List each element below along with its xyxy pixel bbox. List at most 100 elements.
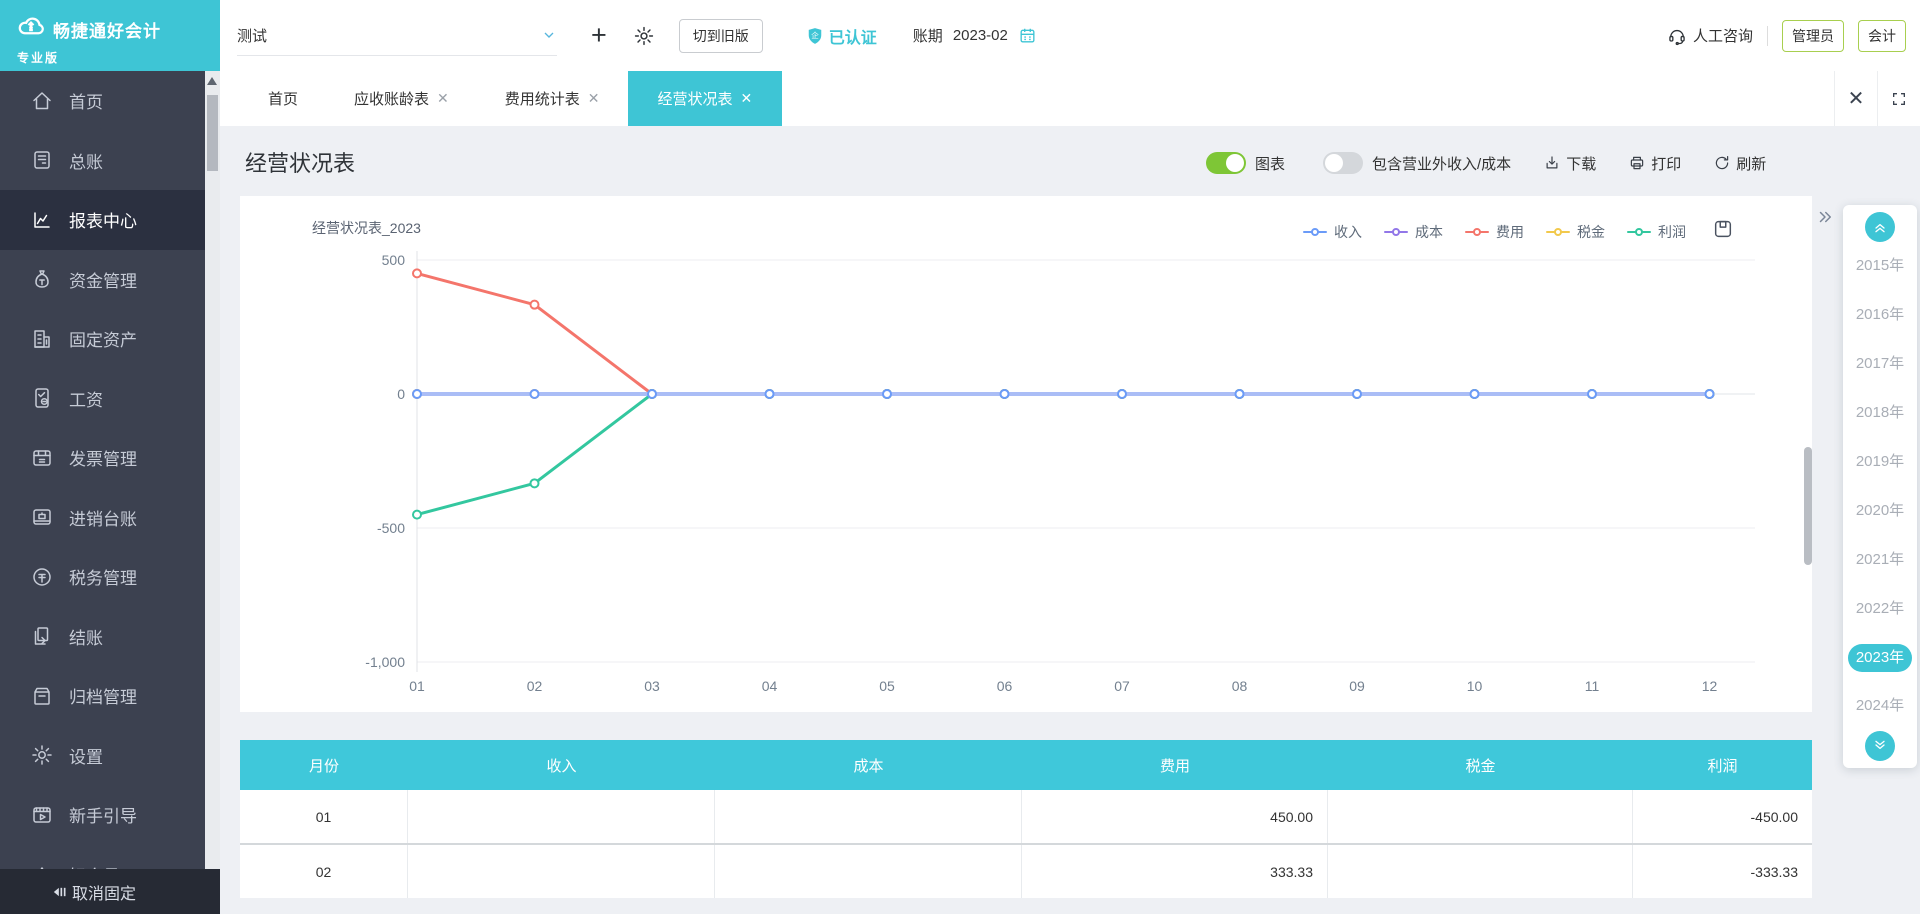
sidebar-item-home[interactable]: 首页 <box>0 71 205 131</box>
print-button[interactable]: 打印 <box>1628 153 1681 174</box>
sidebar-item-archive[interactable]: 归档管理 <box>0 666 205 726</box>
include-nonoperating-toggle[interactable] <box>1323 152 1364 174</box>
settings-gear-button[interactable] <box>633 25 655 47</box>
year-item-2017[interactable]: 2017年 <box>1855 355 1905 373</box>
svg-text:08: 08 <box>1232 678 1248 694</box>
tab-receivable-aging[interactable]: 应收账龄表 ✕ <box>326 71 477 126</box>
chart-title: 经营状况表_2023 <box>312 220 421 236</box>
legend-tax[interactable]: 税金 <box>1546 222 1605 242</box>
unpin-sidebar-button[interactable]: 取消固定 <box>0 869 220 914</box>
close-all-tabs-button[interactable]: ✕ <box>1835 71 1877 126</box>
sidebar-item-funds[interactable]: 资金管理 <box>0 250 205 310</box>
switch-old-version-button[interactable]: 切到旧版 <box>678 18 763 53</box>
svg-text:03: 03 <box>644 678 660 694</box>
sidebar-item-payroll[interactable]: 工资 <box>0 369 205 429</box>
svg-text:02: 02 <box>527 678 543 694</box>
download-button[interactable]: 下载 <box>1543 153 1596 174</box>
legend-swatch-icon <box>1546 227 1570 236</box>
svg-text:09: 09 <box>1349 678 1365 694</box>
sidebar-item-report-center[interactable]: 报表中心 <box>0 190 205 250</box>
legend-label: 成本 <box>1415 223 1443 240</box>
legend-cost[interactable]: 成本 <box>1384 222 1443 242</box>
series-point-profit <box>529 478 540 489</box>
svg-text:-1,000: -1,000 <box>365 654 405 670</box>
tab-operating-status[interactable]: 经营状况表 ✕ <box>627 71 783 126</box>
tab-close-icon[interactable]: ✕ <box>587 90 600 106</box>
sidebar-item-label: 设置 <box>69 747 103 767</box>
period-value[interactable]: 2023-02 <box>952 27 1008 44</box>
accounting-period: 账期 2023-02 <box>913 25 1037 46</box>
sidebar-item-purchase-sales[interactable]: 进销台账 <box>0 488 205 548</box>
sidebar-item-invoice[interactable]: 发票管理 <box>0 428 205 488</box>
year-item-2018[interactable]: 2018年 <box>1855 404 1905 422</box>
sidebar-item-member[interactable]: 好会员 <box>0 845 205 869</box>
table-cell: 02 <box>240 845 408 898</box>
period-label: 账期 <box>912 28 943 45</box>
main-content: 经营状况表 图表 包含营业外收入/成本 下载 打印 刷新 <box>220 126 1920 914</box>
sidebar-scrollbar[interactable] <box>205 71 220 869</box>
fullscreen-button[interactable] <box>1877 71 1920 126</box>
print-label: 打印 <box>1651 155 1682 173</box>
tab-close-icon[interactable]: ✕ <box>437 90 449 106</box>
headset-icon <box>1669 29 1685 45</box>
role-admin-button[interactable]: 管理员 <box>1782 19 1844 52</box>
year-item-2016[interactable]: 2016年 <box>1855 306 1905 324</box>
year-item-2015[interactable]: 2015年 <box>1855 257 1905 275</box>
sidebar-item-label: 新手引导 <box>69 807 137 827</box>
tab-label: 经营状况表 <box>657 91 733 108</box>
legend-label: 收入 <box>1334 223 1362 240</box>
add-account-button[interactable]: + <box>591 20 607 50</box>
sidebar-item-closing[interactable]: 结账 <box>0 607 205 667</box>
sidebar-item-settings[interactable]: 设置 <box>0 726 205 786</box>
sidebar-item-general-ledger[interactable]: 总账 <box>0 131 205 191</box>
toggle-knob <box>1325 154 1344 172</box>
sidebar-scrollbar-thumb[interactable] <box>207 95 218 171</box>
series-point-income <box>412 389 422 399</box>
table-row: 01 450.00 -450.00 <box>240 790 1812 843</box>
printer-icon <box>1630 156 1644 170</box>
chevron-down-icon <box>544 32 554 38</box>
chart-toggle[interactable] <box>1206 152 1246 174</box>
sidebar-item-label: 固定资产 <box>69 331 137 351</box>
sidebar-item-tax[interactable]: 税务管理 <box>0 547 205 607</box>
series-point-income <box>1117 389 1127 399</box>
sidebar-item-label: 结账 <box>69 628 103 648</box>
tab-home[interactable]: 首页 <box>240 71 326 126</box>
sidebar-item-label: 总账 <box>69 152 103 172</box>
year-item-2020[interactable]: 2020年 <box>1855 501 1905 519</box>
live-support-button[interactable]: 人工咨询 <box>1667 25 1753 46</box>
scroll-up-arrow-icon[interactable] <box>207 77 217 85</box>
content-scrollbar-thumb[interactable] <box>1804 447 1812 565</box>
member-icon <box>30 862 54 869</box>
year-panel: 2015年 2016年 2017年 2018年 2019年 2020年 2021年 2022年… <box>1843 205 1917 768</box>
tab-expense-stats[interactable]: 费用统计表 ✕ <box>477 71 628 126</box>
year-scroll-down-button[interactable] <box>1865 731 1895 761</box>
svg-text:-500: -500 <box>377 520 405 536</box>
series-point-expense <box>412 268 422 279</box>
tab-close-icon[interactable]: ✕ <box>740 90 753 106</box>
legend-profit[interactable]: 利润 <box>1627 222 1686 242</box>
year-item-2022[interactable]: 2022年 <box>1855 599 1905 617</box>
year-item-2024[interactable]: 2024年 <box>1855 697 1905 715</box>
sidebar-item-fixed-assets[interactable]: 固定资产 <box>0 309 205 369</box>
year-item-2023[interactable]: 2023年 <box>1848 643 1912 672</box>
year-panel-collapse-button[interactable] <box>1816 208 1834 231</box>
refresh-button[interactable]: 刷新 <box>1713 153 1766 174</box>
calendar-icon[interactable] <box>1018 26 1037 45</box>
company-select[interactable]: 测试 <box>237 15 557 56</box>
monthly-data-table: 月份 收入 成本 费用 税金 利润 01 450.00 -450.00 02 333.33 -333… <box>240 740 1812 898</box>
tax-icon <box>30 565 54 589</box>
role-accounting-button[interactable]: 会计 <box>1858 19 1906 52</box>
year-scroll-up-button[interactable] <box>1865 212 1895 242</box>
save-as-image-button[interactable] <box>1712 218 1734 245</box>
svg-text:500: 500 <box>382 252 406 268</box>
gear-icon <box>634 26 653 45</box>
table-cell: 333.33 <box>1022 845 1328 898</box>
svg-text:企: 企 <box>811 30 819 40</box>
legend-expense[interactable]: 费用 <box>1465 222 1524 242</box>
year-item-2019[interactable]: 2019年 <box>1855 453 1905 470</box>
year-item-2021[interactable]: 2021年 <box>1855 550 1905 568</box>
legend-income[interactable]: 收入 <box>1303 222 1362 242</box>
table-cell <box>408 790 715 843</box>
sidebar-item-guide[interactable]: 新手引导 <box>0 785 205 845</box>
